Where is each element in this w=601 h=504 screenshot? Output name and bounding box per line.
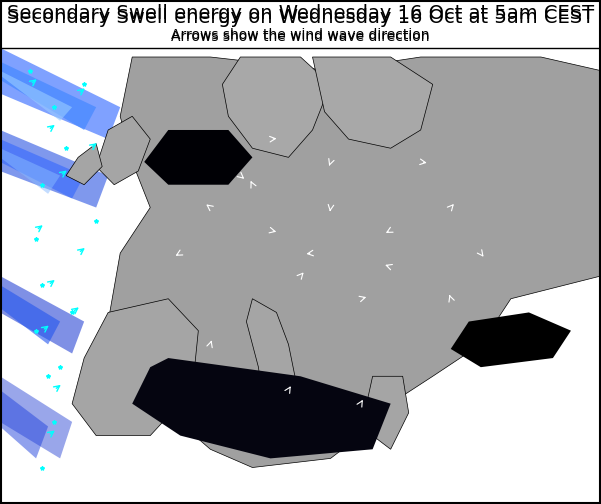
Polygon shape — [367, 376, 409, 449]
Polygon shape — [0, 139, 84, 199]
Polygon shape — [0, 71, 72, 121]
Polygon shape — [0, 285, 60, 344]
Polygon shape — [0, 376, 72, 459]
Polygon shape — [144, 130, 252, 185]
Text: Secondary Swell energy on Wednesday 16 Oct at 5am CEST: Secondary Swell energy on Wednesday 16 O… — [7, 8, 594, 27]
Polygon shape — [0, 48, 120, 139]
Polygon shape — [313, 57, 433, 148]
Polygon shape — [72, 299, 198, 435]
Polygon shape — [0, 148, 60, 194]
Polygon shape — [0, 276, 84, 353]
Polygon shape — [66, 144, 102, 185]
Polygon shape — [108, 57, 601, 468]
Polygon shape — [0, 390, 48, 459]
Polygon shape — [0, 130, 108, 208]
Polygon shape — [96, 116, 150, 185]
Text: Secondary Swell energy on Wednesday 16 Oct at 5am CEST: Secondary Swell energy on Wednesday 16 O… — [7, 4, 594, 23]
Polygon shape — [246, 299, 300, 435]
Polygon shape — [0, 61, 96, 130]
Text: Arrows show the wind wave direction: Arrows show the wind wave direction — [171, 30, 430, 44]
Polygon shape — [451, 312, 571, 367]
Polygon shape — [222, 57, 331, 157]
Polygon shape — [132, 358, 391, 459]
Text: Arrows show the wind wave direction: Arrows show the wind wave direction — [171, 28, 430, 42]
